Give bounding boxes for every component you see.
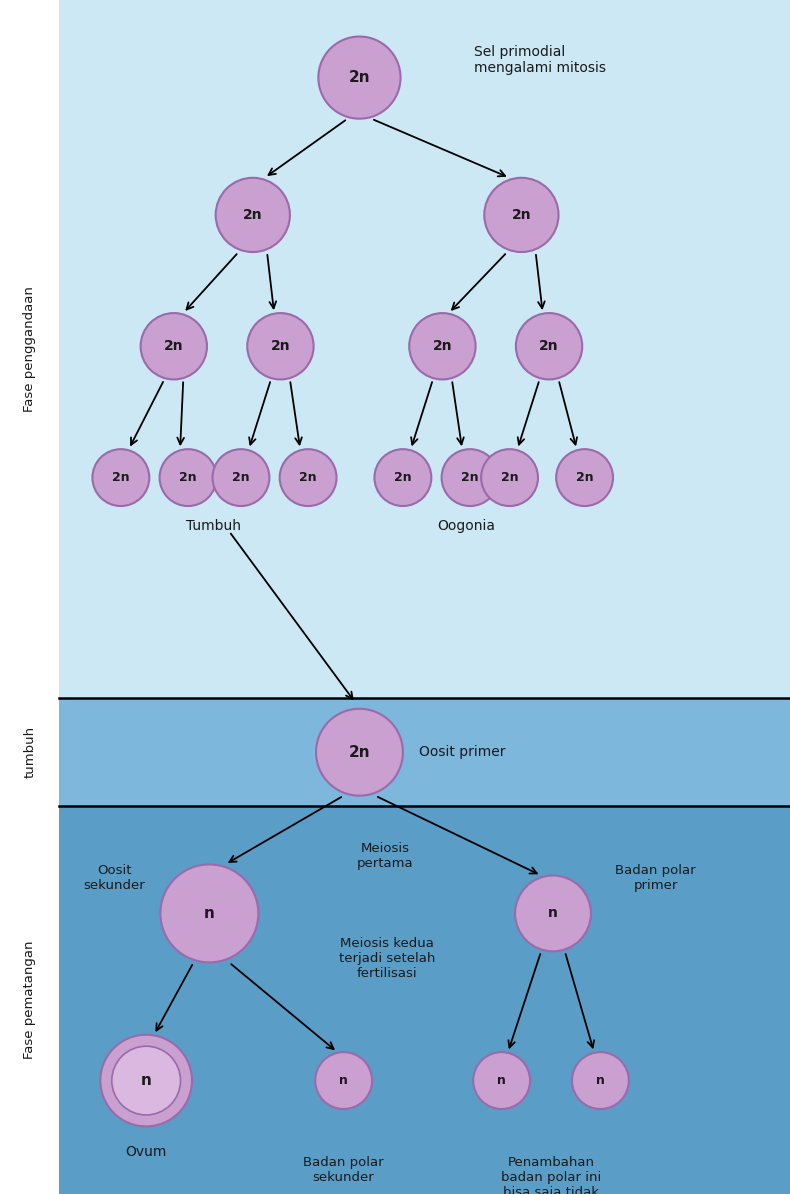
Ellipse shape <box>247 313 314 380</box>
Text: n: n <box>204 906 215 921</box>
Ellipse shape <box>160 864 258 962</box>
Text: Sel primodial
mengalami mitosis: Sel primodial mengalami mitosis <box>474 44 606 75</box>
Ellipse shape <box>409 313 476 380</box>
Ellipse shape <box>92 449 149 506</box>
Bar <box>59 806 790 1194</box>
Text: Fase pematangan: Fase pematangan <box>23 941 36 1059</box>
Text: Badan polar
sekunder: Badan polar sekunder <box>303 1156 384 1183</box>
Ellipse shape <box>160 449 216 506</box>
Text: tumbuh: tumbuh <box>23 726 36 778</box>
Text: 2n: 2n <box>271 339 290 353</box>
Bar <box>59 0 790 698</box>
Ellipse shape <box>141 313 207 380</box>
Text: 2n: 2n <box>348 745 371 759</box>
Ellipse shape <box>556 449 613 506</box>
Text: 2n: 2n <box>112 472 130 484</box>
Text: n: n <box>339 1075 348 1087</box>
Text: Meiosis kedua
terjadi setelah
fertilisasi: Meiosis kedua terjadi setelah fertilisas… <box>339 937 435 980</box>
Text: 2n: 2n <box>232 472 250 484</box>
Text: 2n: 2n <box>501 472 518 484</box>
Ellipse shape <box>572 1052 629 1109</box>
Ellipse shape <box>316 709 403 795</box>
Ellipse shape <box>213 449 269 506</box>
Text: Oogonia: Oogonia <box>437 519 495 534</box>
Ellipse shape <box>473 1052 530 1109</box>
Ellipse shape <box>442 449 498 506</box>
Ellipse shape <box>515 875 591 952</box>
Text: 2n: 2n <box>394 472 412 484</box>
Bar <box>59 698 790 806</box>
Ellipse shape <box>484 178 559 252</box>
Ellipse shape <box>100 1035 192 1126</box>
Text: 2n: 2n <box>348 70 371 85</box>
Ellipse shape <box>280 449 337 506</box>
Text: Badan polar
primer: Badan polar primer <box>615 863 696 892</box>
Text: Ovum: Ovum <box>126 1145 167 1159</box>
Ellipse shape <box>481 449 538 506</box>
Text: n: n <box>596 1075 605 1087</box>
Text: 2n: 2n <box>576 472 593 484</box>
Ellipse shape <box>216 178 290 252</box>
Ellipse shape <box>318 37 401 118</box>
Text: Meiosis
pertama: Meiosis pertama <box>357 842 414 869</box>
Ellipse shape <box>112 1046 181 1115</box>
Ellipse shape <box>315 1052 372 1109</box>
Text: n: n <box>141 1073 152 1088</box>
Text: n: n <box>497 1075 506 1087</box>
Text: 2n: 2n <box>540 339 559 353</box>
Text: 2n: 2n <box>461 472 479 484</box>
Ellipse shape <box>374 449 431 506</box>
Text: 2n: 2n <box>512 208 531 222</box>
Text: n: n <box>548 906 558 921</box>
Text: 2n: 2n <box>243 208 262 222</box>
Text: Penambahan
badan polar ini
bisa saja tidak
terbentuk: Penambahan badan polar ini bisa saja tid… <box>502 1156 601 1194</box>
Text: Oosit
sekunder: Oosit sekunder <box>84 863 145 892</box>
Bar <box>0 0 59 1194</box>
Ellipse shape <box>516 313 582 380</box>
Text: 2n: 2n <box>179 472 197 484</box>
Text: Fase penggandaan: Fase penggandaan <box>23 287 36 412</box>
Text: 2n: 2n <box>164 339 183 353</box>
Text: 2n: 2n <box>433 339 452 353</box>
Text: 2n: 2n <box>299 472 317 484</box>
Text: Oosit primer: Oosit primer <box>419 745 505 759</box>
Text: Tumbuh: Tumbuh <box>186 519 241 534</box>
